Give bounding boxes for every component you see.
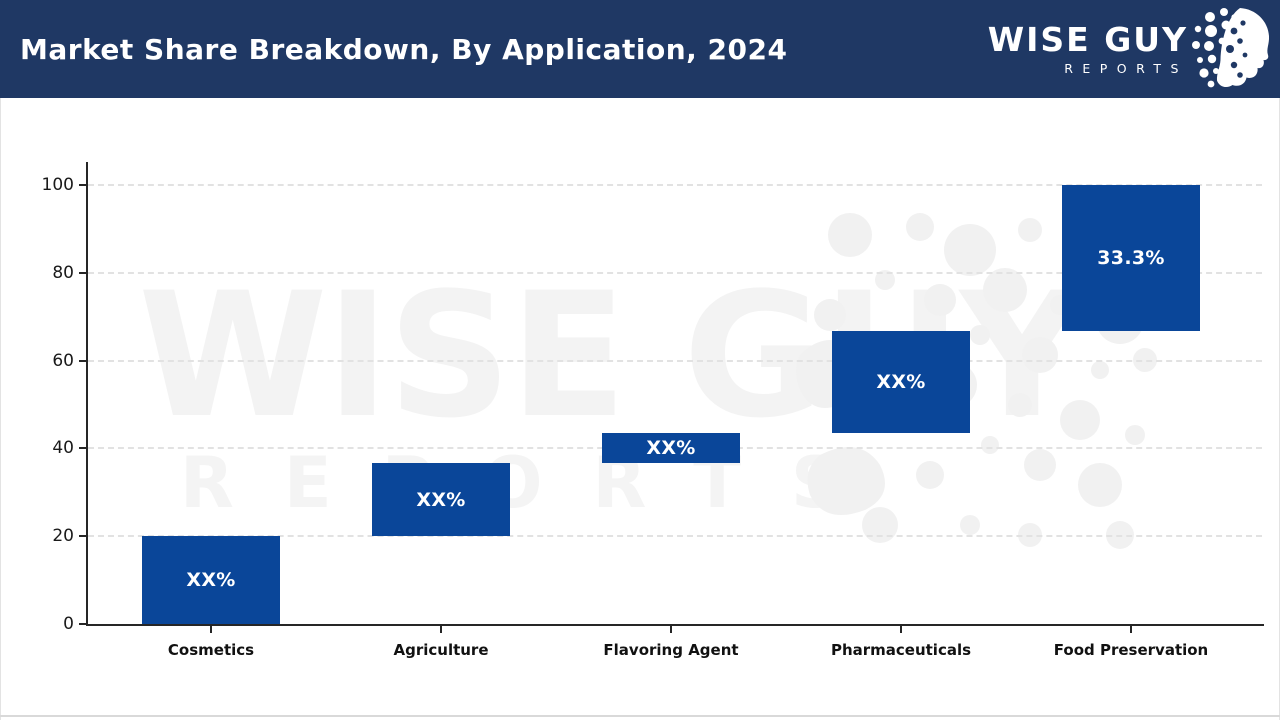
logo-text: WISE GUY REPORTS [988,23,1188,76]
x-category-label-1: Agriculture [393,641,489,659]
y-tick-label-100: 100 [41,175,74,195]
x-tick-mark-4 [1130,626,1132,633]
y-tick-mark-60 [79,359,87,362]
page-bottom-border [0,715,1280,717]
bar-value-label: XX% [416,488,466,511]
logo-head-icon [1192,8,1270,88]
y-tick-label-0: 0 [63,614,74,634]
bar-value-label: XX% [876,371,926,394]
logo-wordmark: WISE GUY [987,19,1188,59]
y-tick-label-20: 20 [52,526,74,547]
bar-value-label: XX% [186,569,236,592]
logo-subtitle: REPORTS [1064,60,1188,76]
bar-pharmaceuticals: XX% [832,331,970,434]
x-category-label-3: Pharmaceuticals [830,641,972,659]
y-tick-mark-100 [79,184,87,186]
bar-value-label: 33.3% [1097,247,1165,270]
y-tick-mark-20 [79,535,87,538]
header-bar: Market Share Breakdown, By Application, … [0,0,1280,98]
x-tick-mark-0 [210,626,212,633]
gridline-20 [88,535,1262,538]
x-category-label-0: Cosmetics [167,641,255,659]
y-axis-line [86,162,88,625]
bar-value-label: XX% [646,437,696,460]
y-tick-label-60: 60 [52,350,74,371]
y-tick-mark-80 [79,271,87,274]
gridline-60 [88,359,1262,362]
bar-food-preservation: 33.3% [1062,185,1200,332]
gridline-100 [88,184,1262,186]
x-category-label-4: Food Preservation [1053,641,1209,659]
bar-agriculture: XX% [372,462,510,537]
wise-guy-logo: WISE GUY REPORTS [988,5,1280,93]
y-tick-mark-0 [79,623,87,625]
page-title: Market Share Breakdown, By Application, … [20,32,788,66]
page-left-border [0,98,1,720]
gridline-80 [88,271,1262,274]
x-axis-line [86,624,1264,626]
x-category-label-2: Flavoring Agent [603,641,739,659]
x-tick-mark-2 [670,626,672,633]
y-tick-mark-40 [79,447,87,450]
watermark-subtitle: REPORTS [180,442,892,524]
bar-flavoring-agent: XX% [602,433,740,463]
y-tick-label-80: 80 [52,262,74,283]
bar-cosmetics: XX% [142,536,280,624]
x-tick-mark-3 [900,626,902,633]
x-tick-mark-1 [440,626,442,633]
y-tick-label-40: 40 [52,438,74,459]
